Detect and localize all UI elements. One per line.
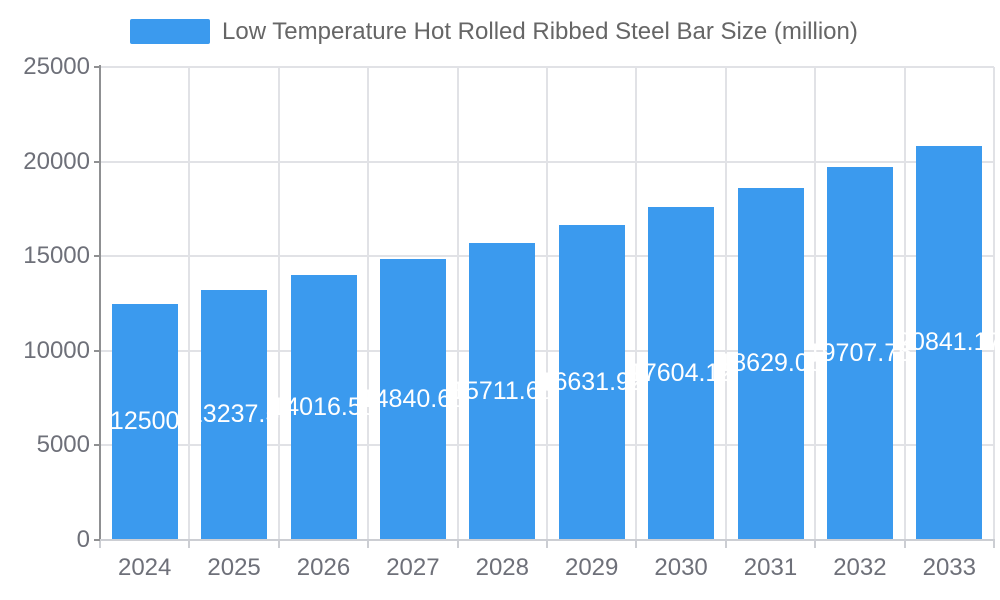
v-gridline	[993, 67, 995, 539]
bar[interactable]	[469, 242, 536, 539]
v-gridline	[814, 67, 817, 539]
bar-value-label: 18629.05	[718, 349, 823, 378]
y-tick-mark	[94, 66, 100, 68]
x-tick-mark	[724, 541, 727, 548]
legend[interactable]: Low Temperature Hot Rolled Ribbed Steel …	[130, 19, 858, 44]
x-tick-label: 2029	[564, 554, 619, 581]
y-tick-label: 25000	[23, 53, 90, 80]
x-tick-mark	[456, 541, 459, 548]
bar-value-label: 17604.12	[628, 358, 734, 387]
x-tick-label: 2027	[386, 554, 440, 581]
x-tick-mark	[188, 541, 191, 548]
x-tick-label: 2031	[743, 554, 798, 581]
y-tick-label: 15000	[23, 242, 90, 270]
bar-value-label: 16631.92	[539, 368, 644, 397]
bar[interactable]	[111, 303, 178, 539]
y-tick-mark	[94, 255, 100, 258]
bar-value-label: 20841.17	[897, 328, 1000, 357]
y-tick-mark	[94, 160, 100, 163]
bar[interactable]	[916, 145, 983, 539]
y-tick-label: 10000	[23, 336, 90, 364]
x-tick-label: 2025	[207, 554, 261, 581]
x-tick-mark	[546, 541, 548, 548]
x-tick-label: 2030	[654, 554, 708, 581]
y-tick-label: 0	[76, 526, 90, 553]
bar-value-label: 15711.68	[451, 376, 554, 405]
bar[interactable]	[826, 167, 893, 539]
v-gridline	[546, 67, 548, 539]
v-gridline	[903, 67, 906, 539]
bar[interactable]	[648, 206, 715, 539]
bar-value-label: 13237.5	[188, 400, 280, 429]
x-tick-label: 2033	[922, 554, 976, 581]
legend-swatch-icon	[130, 19, 210, 44]
legend-label: Low Temperature Hot Rolled Ribbed Steel …	[222, 18, 858, 45]
x-tick-label: 2032	[833, 554, 887, 581]
y-axis-line	[99, 65, 101, 540]
bar[interactable]	[558, 225, 625, 539]
x-tick-mark	[635, 541, 638, 548]
x-tick-label: 2024	[117, 554, 172, 581]
y-tick-label: 5000	[36, 431, 90, 459]
x-tick-mark	[277, 541, 280, 548]
x-tick-label: 2026	[296, 554, 351, 581]
bar[interactable]	[379, 259, 446, 539]
x-axis-line	[100, 539, 995, 541]
y-tick-label: 20000	[23, 147, 90, 175]
bar-value-label: 19707.75	[807, 339, 913, 368]
x-tick-mark	[367, 541, 370, 548]
v-gridline	[188, 67, 191, 539]
x-tick-label: 2028	[475, 554, 529, 581]
v-gridline	[635, 67, 638, 539]
bar-value-label: 14016.55	[271, 392, 376, 421]
x-tick-mark	[814, 541, 817, 548]
v-gridline	[724, 67, 727, 539]
bar-value-label: 12500	[109, 407, 180, 436]
bar-value-label: 14840.68	[360, 385, 466, 414]
y-tick-mark	[94, 349, 100, 352]
v-gridline	[367, 67, 370, 539]
v-gridline	[456, 67, 459, 539]
x-tick-mark	[99, 541, 101, 548]
y-tick-mark	[94, 444, 100, 447]
v-gridline	[277, 67, 280, 539]
x-tick-mark	[993, 541, 995, 548]
y-tick-mark	[94, 539, 100, 541]
bar[interactable]	[290, 274, 357, 539]
bar[interactable]	[737, 187, 804, 539]
bar[interactable]	[201, 289, 268, 539]
x-tick-mark	[903, 541, 906, 548]
